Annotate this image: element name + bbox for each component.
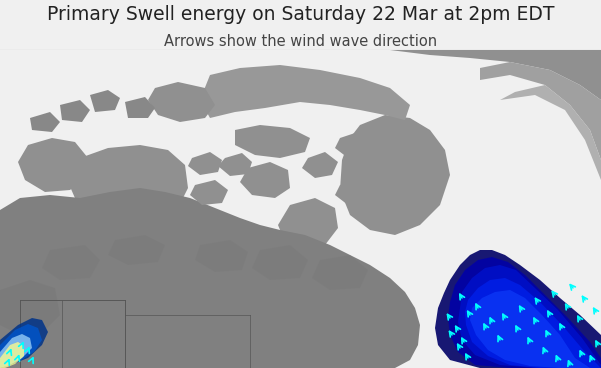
Polygon shape: [125, 97, 155, 118]
Polygon shape: [148, 82, 215, 122]
Polygon shape: [240, 162, 290, 198]
Polygon shape: [0, 342, 24, 368]
Polygon shape: [312, 255, 368, 290]
Polygon shape: [235, 125, 310, 158]
Polygon shape: [480, 62, 601, 160]
Polygon shape: [60, 100, 90, 122]
Polygon shape: [200, 65, 410, 120]
Polygon shape: [190, 180, 228, 205]
Polygon shape: [335, 180, 372, 205]
Polygon shape: [278, 198, 338, 250]
Polygon shape: [500, 85, 601, 180]
Polygon shape: [458, 265, 601, 368]
Polygon shape: [0, 334, 32, 368]
Polygon shape: [0, 188, 420, 368]
Polygon shape: [252, 245, 308, 280]
Text: Arrows show the wind wave direction: Arrows show the wind wave direction: [164, 33, 437, 49]
Polygon shape: [18, 138, 88, 192]
Polygon shape: [435, 250, 601, 368]
Polygon shape: [30, 112, 60, 132]
Polygon shape: [0, 280, 60, 335]
Polygon shape: [0, 324, 42, 368]
Text: Primary Swell energy on Saturday 22 Mar at 2pm EDT: Primary Swell energy on Saturday 22 Mar …: [47, 6, 554, 25]
Polygon shape: [302, 152, 338, 178]
Polygon shape: [188, 152, 222, 175]
Polygon shape: [335, 132, 370, 158]
Polygon shape: [90, 90, 120, 112]
Polygon shape: [0, 318, 48, 368]
Polygon shape: [195, 240, 248, 272]
Polygon shape: [68, 145, 188, 225]
Polygon shape: [42, 245, 100, 280]
Polygon shape: [470, 290, 590, 368]
Polygon shape: [108, 235, 165, 265]
Polygon shape: [340, 115, 450, 235]
Polygon shape: [390, 50, 601, 100]
Polygon shape: [448, 257, 601, 368]
Polygon shape: [465, 278, 601, 368]
Polygon shape: [218, 153, 252, 176]
